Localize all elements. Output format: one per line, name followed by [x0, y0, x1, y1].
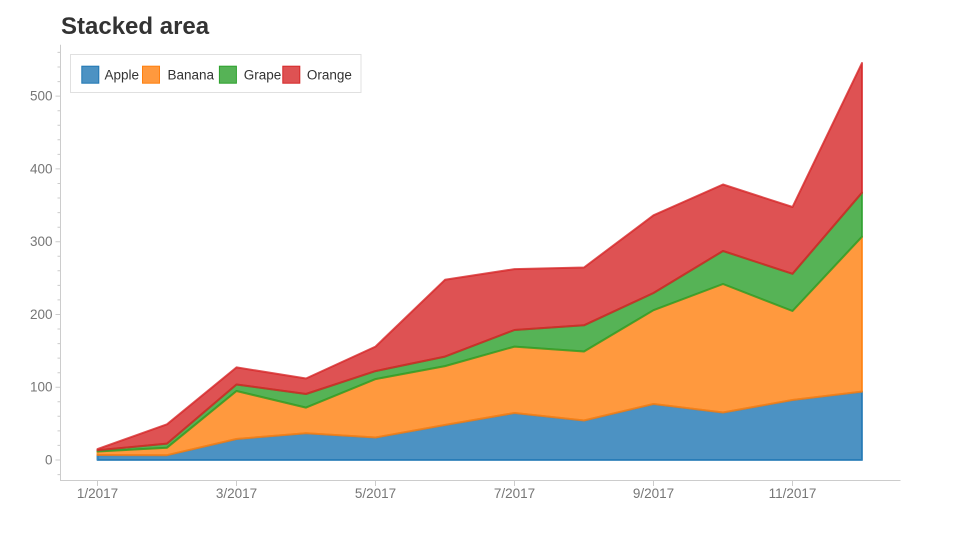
svg-text:500: 500 — [30, 89, 53, 104]
svg-text:200: 200 — [30, 307, 53, 322]
svg-text:Banana: Banana — [168, 68, 215, 83]
svg-text:7/2017: 7/2017 — [494, 486, 535, 501]
svg-text:Orange: Orange — [307, 68, 352, 83]
svg-text:0: 0 — [45, 453, 53, 468]
svg-text:1/2017: 1/2017 — [77, 486, 118, 501]
svg-text:5/2017: 5/2017 — [355, 486, 396, 501]
svg-text:400: 400 — [30, 161, 53, 176]
svg-text:9/2017: 9/2017 — [633, 486, 674, 501]
svg-text:100: 100 — [30, 380, 53, 395]
svg-text:3/2017: 3/2017 — [216, 486, 257, 501]
svg-text:300: 300 — [30, 234, 53, 249]
svg-text:Apple: Apple — [105, 68, 140, 83]
svg-text:11/2017: 11/2017 — [769, 486, 817, 501]
svg-text:Grape: Grape — [244, 68, 282, 83]
svg-text:Stacked area: Stacked area — [61, 13, 210, 40]
